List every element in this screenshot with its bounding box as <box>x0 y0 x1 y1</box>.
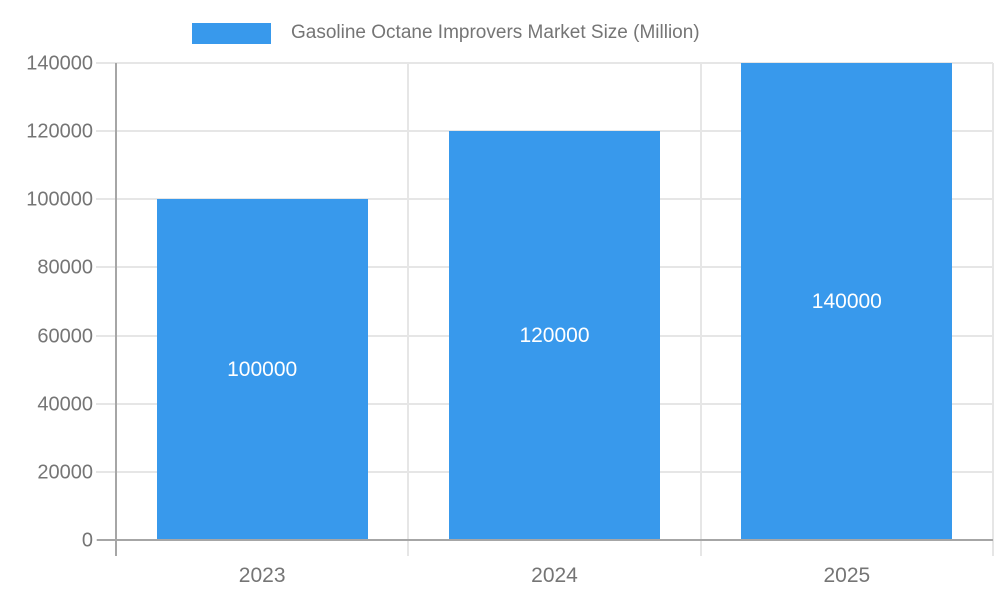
y-tick <box>96 62 116 64</box>
y-axis-tick-label: 40000 <box>37 393 93 416</box>
x-axis-labels: 2023 2024 2025 <box>116 560 993 592</box>
y-axis-tick-label: 80000 <box>37 256 93 279</box>
y-axis-labels: 0 20000 40000 60000 80000 100000 120000 140000 <box>0 53 93 552</box>
x-axis-line <box>97 539 993 541</box>
plot-area: 100000 120000 140000 <box>96 62 994 556</box>
y-tick <box>96 334 116 337</box>
y-axis-tick-label: 100000 <box>26 188 93 211</box>
x-axis-tick-label: 2023 <box>238 564 286 587</box>
y-tick <box>96 402 116 405</box>
bar-value-label: 100000 <box>227 357 298 381</box>
y-axis-line <box>115 63 117 556</box>
bar-value-label: 140000 <box>811 289 882 313</box>
v-gridline <box>699 63 702 556</box>
y-tick <box>96 266 116 269</box>
y-tick <box>96 198 116 201</box>
legend-label: Gasoline Octane Improvers Market Size (M… <box>291 22 700 43</box>
x-axis-tick-label: 2024 <box>531 564 578 587</box>
y-tick <box>96 130 116 133</box>
y-tick <box>96 470 116 473</box>
y-axis-tick-label: 0 <box>81 529 93 552</box>
legend: Gasoline Octane Improvers Market Size (M… <box>192 22 700 44</box>
bar[interactable]: 120000 <box>448 131 660 540</box>
legend-swatch <box>192 22 271 44</box>
y-axis-tick-label: 20000 <box>37 461 93 484</box>
h-gridline <box>116 62 993 64</box>
bar[interactable]: 100000 <box>156 199 368 540</box>
v-gridline <box>992 63 994 556</box>
bar[interactable]: 140000 <box>741 63 953 540</box>
x-axis-tick-label: 2025 <box>823 564 871 587</box>
bar-value-label: 120000 <box>519 323 590 347</box>
y-axis-tick-label: 120000 <box>26 120 93 143</box>
y-axis-tick-label: 60000 <box>37 325 93 348</box>
v-gridline <box>407 63 410 556</box>
y-axis-tick-label: 140000 <box>26 52 93 75</box>
